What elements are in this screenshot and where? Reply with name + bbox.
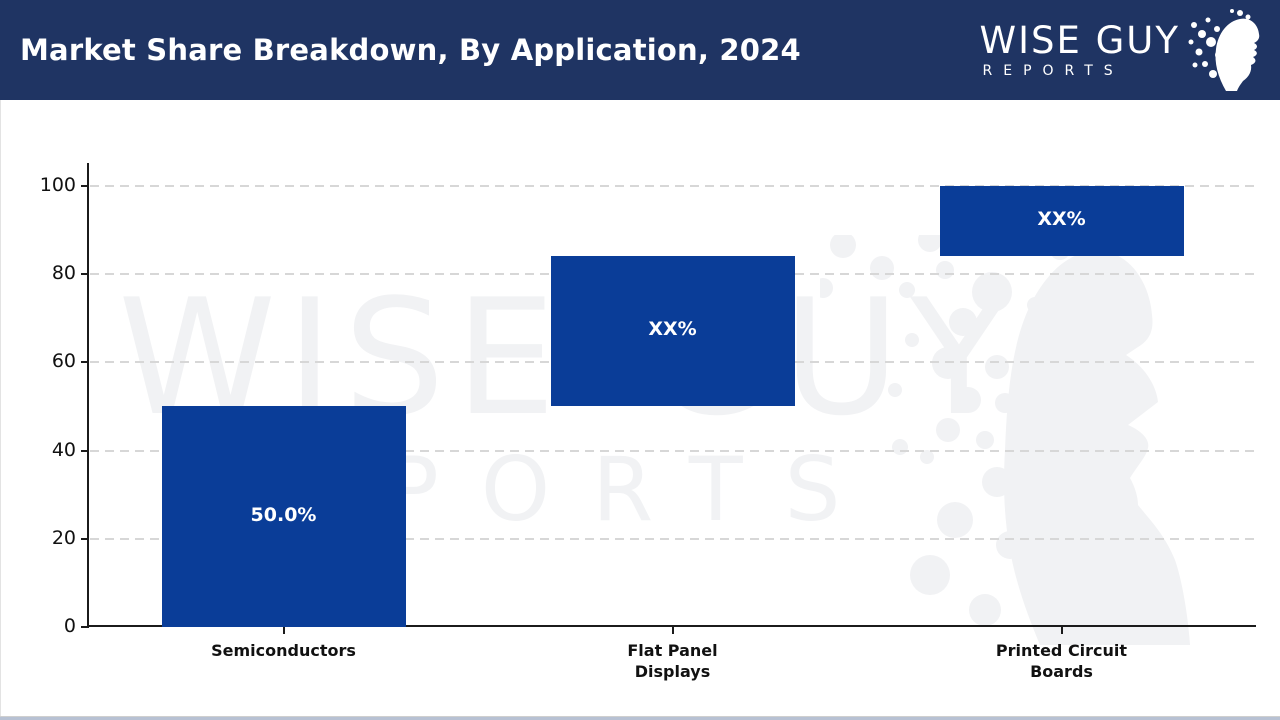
page-bottom-border — [0, 716, 1280, 717]
ytick-label-60: 60 — [51, 350, 76, 373]
category-label-2: Printed Circuit Boards — [995, 641, 1128, 681]
logo-head-icon — [1188, 9, 1260, 91]
bar-flat-panel-displays — [550, 256, 795, 407]
bar-value-label: 50.0% — [250, 503, 317, 526]
ytick-label-80: 80 — [51, 262, 76, 285]
wise-guy-reports-logo: WISE GUY REPORTS — [980, 7, 1280, 93]
bar-value-label: XX% — [648, 318, 697, 341]
footer-strip — [0, 717, 1280, 720]
logo-text: WISE GUY REPORTS — [979, 18, 1180, 80]
x-axis-line — [86, 624, 1256, 627]
ytick-label-100: 100 — [39, 173, 76, 196]
ytick-label-40: 40 — [51, 438, 76, 461]
ytick-mark-100 — [81, 184, 89, 187]
page-left-border — [0, 100, 1, 716]
bar-printed-circuit-boards — [939, 185, 1184, 257]
header-bar: Market Share Breakdown, By Application, … — [0, 0, 1280, 100]
ytick-mark-80 — [81, 273, 89, 276]
bar-semiconductors — [161, 406, 406, 627]
category-label-1: Flat Panel Displays — [627, 641, 718, 681]
logo-subtitle: REPORTS — [982, 62, 1124, 79]
xtick-mark-2 — [1060, 627, 1063, 634]
logo-wordmark: WISE GUY — [979, 18, 1180, 62]
chart-title: Market Share Breakdown, By Application, … — [20, 33, 801, 67]
y-axis-line — [86, 163, 89, 627]
xtick-mark-0 — [282, 627, 285, 634]
ytick-mark-0 — [81, 626, 89, 628]
ytick-mark-60 — [81, 361, 89, 364]
ytick-label-20: 20 — [51, 526, 76, 549]
bar-value-label: XX% — [1037, 208, 1086, 231]
ytick-mark-20 — [81, 537, 89, 540]
gridline-100 — [90, 184, 1256, 187]
gridline-20 — [90, 537, 1256, 540]
ytick-mark-40 — [81, 449, 89, 452]
gridline-40 — [90, 449, 1256, 452]
xtick-mark-1 — [671, 627, 674, 634]
category-label-0: Semiconductors — [211, 641, 356, 660]
ytick-label-0: 0 — [63, 615, 76, 637]
